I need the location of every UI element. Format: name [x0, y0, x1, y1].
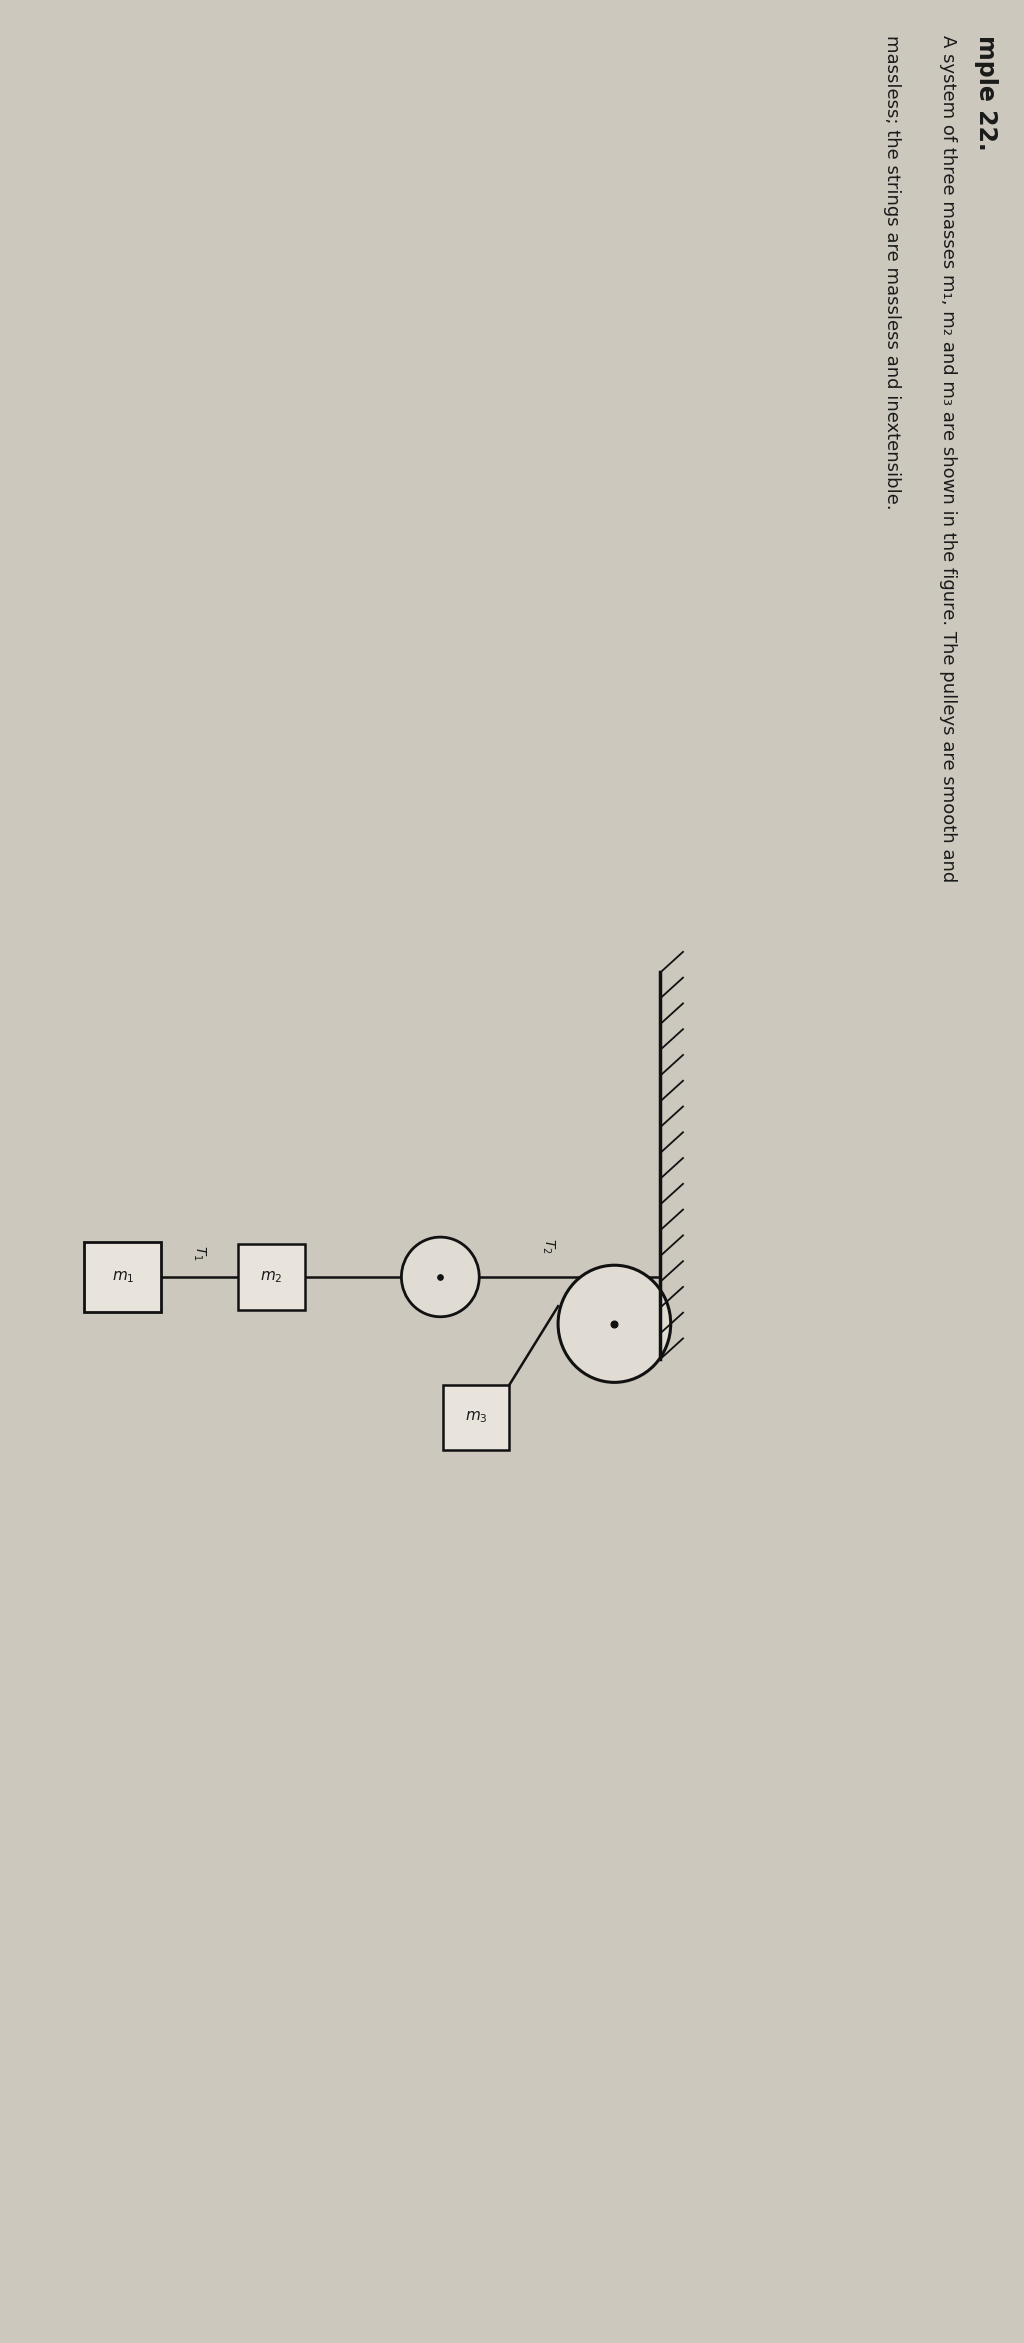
Text: mple 22.: mple 22.	[975, 35, 998, 150]
Ellipse shape	[558, 1265, 671, 1382]
Bar	[84, 1242, 161, 1312]
Bar	[238, 1244, 305, 1310]
Text: $m_3$: $m_3$	[465, 1410, 487, 1425]
Text: A system of three masses m₁, m₂ and m₃ are shown in the figure. The pulleys are : A system of three masses m₁, m₂ and m₃ a…	[939, 35, 957, 883]
Text: $T_2$: $T_2$	[540, 1237, 556, 1254]
Text: $T_1$: $T_1$	[191, 1244, 208, 1261]
Text: $m_1$: $m_1$	[112, 1270, 134, 1284]
Ellipse shape	[401, 1237, 479, 1317]
Bar	[442, 1385, 510, 1450]
Text: massless; the strings are massless and inextensible.: massless; the strings are massless and i…	[883, 35, 901, 511]
Text: $m_2$: $m_2$	[260, 1270, 283, 1284]
